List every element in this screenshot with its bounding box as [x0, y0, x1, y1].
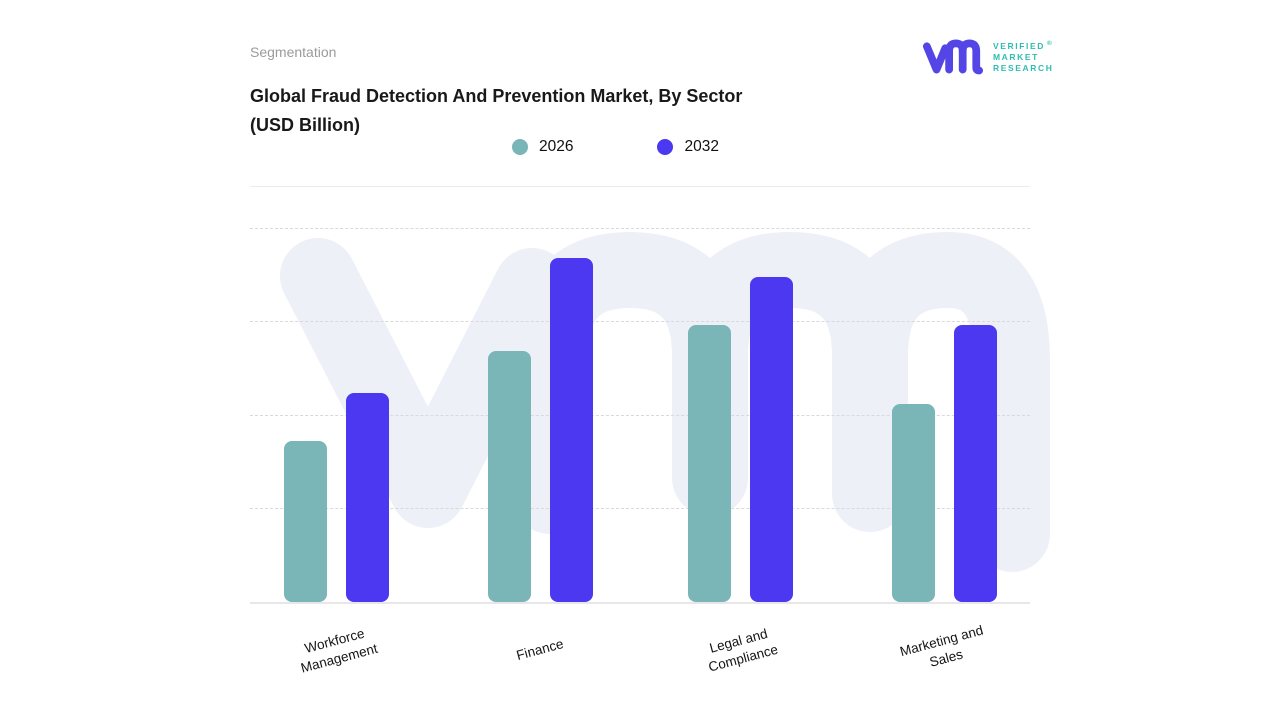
legend-label-2026: 2026: [539, 138, 574, 155]
logo-word-verified: VERIFIED: [993, 40, 1046, 51]
bar-2032-finance: [550, 258, 593, 602]
vmr-logo-mark-icon: [922, 39, 984, 75]
bar-2026-finance: [488, 351, 531, 602]
page-title-line2: (USD Billion): [250, 115, 360, 135]
chart-legend: 2026 2032: [512, 138, 719, 156]
legend-item-2032: 2032: [657, 138, 719, 156]
x-axis-line: [250, 602, 1030, 604]
vmr-logo: VERIFIED ® MARKET RESEARCH: [922, 33, 1054, 79]
gridline: [250, 228, 1030, 229]
bar-2032-marketing-and-sales: [954, 325, 997, 602]
x-axis-label-legal-and-compliance: Legal and Compliance: [706, 625, 780, 675]
logo-word-research: RESEARCH: [993, 62, 1054, 73]
vmr-logo-text: VERIFIED ® MARKET RESEARCH: [993, 38, 1054, 74]
gridline: [250, 415, 1030, 416]
gridline: [250, 321, 1030, 322]
bar-2026-workforce-management: [284, 441, 327, 602]
page-title-line1: Global Fraud Detection And Prevention Ma…: [250, 86, 743, 106]
x-axis-label-finance: Finance: [514, 636, 566, 663]
bar-2026-legal-and-compliance: [688, 325, 731, 602]
header-divider: [250, 186, 1030, 187]
logo-word-market: MARKET: [993, 51, 1039, 62]
chart-plot-area: [250, 228, 1050, 604]
bar-2032-legal-and-compliance: [750, 277, 793, 602]
legend-dot-2032-icon: [657, 139, 674, 155]
x-axis-label-marketing-and-sales: Marketing and Sales: [898, 622, 985, 670]
x-axis-labels: Workforce Management Finance Legal and Compl…: [250, 602, 1030, 712]
bar-2032-workforce-management: [346, 393, 389, 602]
bar-2026-marketing-and-sales: [892, 404, 935, 602]
page-title: Global Fraud Detection And Prevention Ma…: [250, 82, 890, 140]
legend-item-2026: 2026: [512, 138, 573, 156]
legend-label-2032: 2032: [684, 138, 719, 155]
bars-layer: [250, 228, 1030, 602]
gridline: [250, 508, 1030, 509]
eyebrow-segmentation: Segmentation: [250, 44, 337, 60]
legend-dot-2026-icon: [512, 139, 528, 155]
registered-trademark-symbol: ®: [1047, 40, 1052, 48]
x-axis-label-workforce-management: Workforce Management: [299, 625, 380, 676]
